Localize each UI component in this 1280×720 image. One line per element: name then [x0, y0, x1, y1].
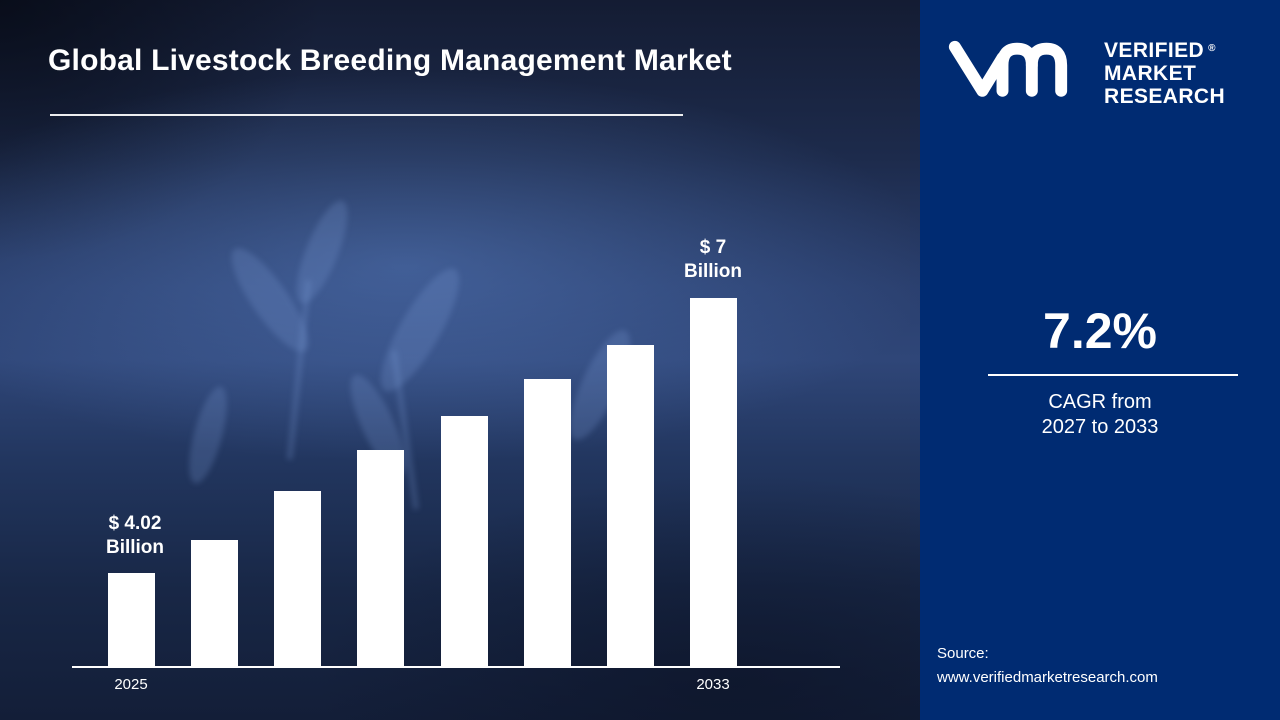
brand-line-2: MARKET	[1104, 62, 1197, 85]
brand-panel: VERIFIED ® MARKET RESEARCH 7.2% CAGR from…	[920, 0, 1280, 720]
first-bar-value-label: $ 4.02 Billion	[55, 512, 215, 560]
source-block: Source: www.verifiedmarketresearch.com	[937, 642, 1158, 690]
first-bar-unit: Billion	[105, 537, 165, 558]
bar-4	[357, 450, 405, 666]
title-underline	[50, 114, 683, 116]
last-bar-unit: Billion	[683, 261, 743, 282]
cagr-caption-line1: CAGR from	[1048, 391, 1152, 413]
chart-background: Global Livestock Breeding Management Mar…	[0, 0, 920, 720]
source-label: Source:	[937, 645, 989, 662]
bar-6	[523, 379, 571, 666]
x-tick-2025: 2025	[114, 676, 148, 693]
source-url: www.verifiedmarketresearch.com	[937, 669, 1158, 686]
bar-3	[274, 491, 322, 666]
cagr-value: 7.2%	[1043, 303, 1157, 359]
page-title: Global Livestock Breeding Management Mar…	[48, 44, 732, 77]
last-bar-value: $ 7	[699, 237, 727, 258]
bar-2	[191, 540, 239, 666]
bar-1	[108, 573, 155, 666]
cagr-caption: CAGR from 2027 to 2033	[920, 390, 1280, 440]
brand-line-3: RESEARCH	[1104, 85, 1226, 108]
logo: VERIFIED ® MARKET RESEARCH	[944, 34, 1225, 108]
x-axis-line	[72, 666, 840, 668]
vmr-monogram-icon	[948, 40, 1068, 97]
cagr-caption-line2: 2027 to 2033	[1041, 416, 1159, 438]
bar-group	[108, 298, 737, 666]
bar-5	[440, 416, 488, 666]
registered-mark: ®	[1208, 43, 1216, 54]
cagr-divider	[988, 374, 1238, 376]
brand-line-1: VERIFIED ®	[1104, 39, 1216, 62]
bar-7	[606, 345, 654, 666]
bar-8	[689, 298, 737, 666]
brand-name: VERIFIED ® MARKET RESEARCH	[1104, 34, 1225, 108]
x-tick-2033: 2033	[696, 676, 730, 693]
last-bar-value-label: $ 7 Billion	[633, 236, 793, 284]
first-bar-value: $ 4.02	[108, 513, 162, 534]
